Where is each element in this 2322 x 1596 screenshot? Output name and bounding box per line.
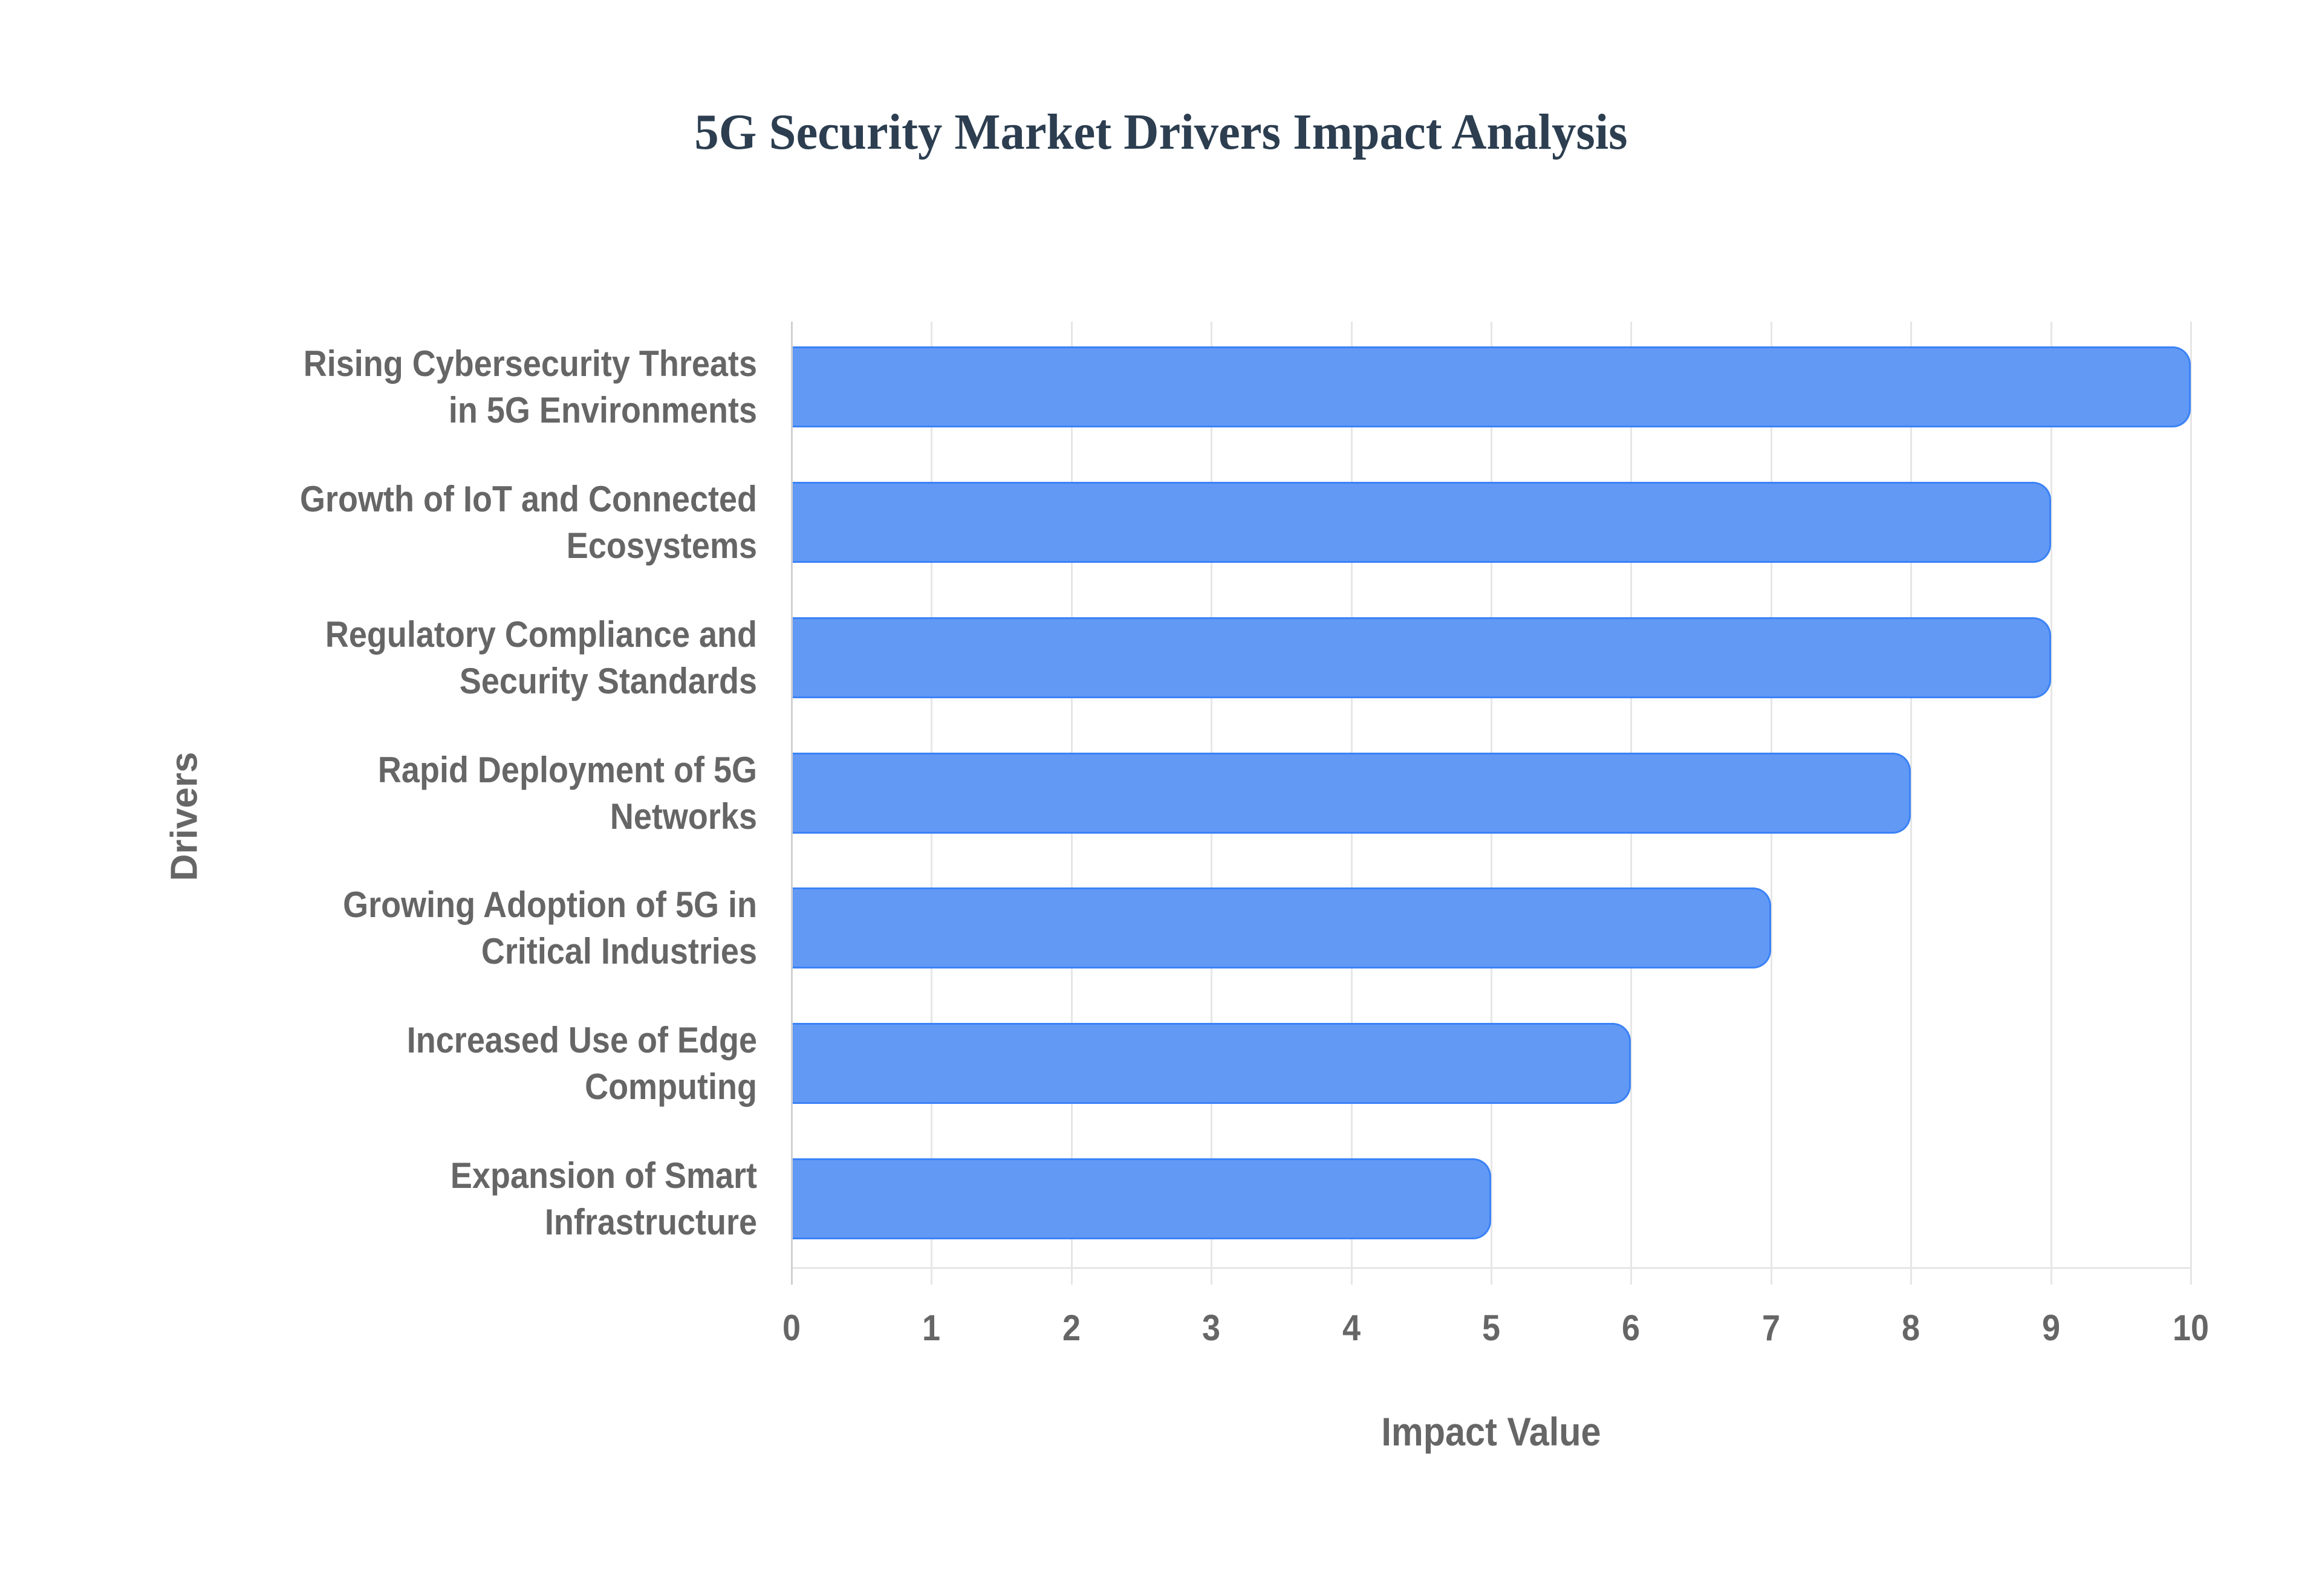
y-tick-label-line: Infrastructure <box>544 1202 757 1243</box>
y-tick-label: Increased Use of Edge Computing <box>158 1017 757 1110</box>
x-tick-label: 2 <box>1062 1308 1081 1348</box>
x-tick-label: 10 <box>2172 1308 2210 1348</box>
x-axis-title: Impact Value <box>1381 1409 1601 1454</box>
x-tick-label: 1 <box>922 1308 941 1348</box>
y-tick-label-line: Computing <box>585 1066 757 1108</box>
y-tick-label-line: Ecosystems <box>566 525 757 566</box>
gridline <box>2190 322 2192 1285</box>
x-tick-label: 0 <box>782 1308 801 1348</box>
y-tick-label-line: Networks <box>610 796 757 837</box>
y-tick-label: Rapid Deployment of 5G Networks <box>158 747 757 840</box>
x-tick-label: 7 <box>1761 1308 1780 1348</box>
y-tick-label: Growing Adoption of 5G in Critical Indust… <box>158 881 757 975</box>
y-tick-label: Expansion of Smart Infrastructure <box>158 1152 757 1245</box>
bar[interactable] <box>793 481 2051 563</box>
y-tick-label: Regulatory Compliance and Security Standa… <box>158 611 757 704</box>
gridline <box>791 322 793 1285</box>
x-tick-label: 3 <box>1202 1308 1221 1348</box>
y-tick-label-line: Increased Use of Edge <box>406 1020 757 1061</box>
bar[interactable] <box>793 887 1771 969</box>
y-tick-label-line: Critical Industries <box>481 931 757 972</box>
bar[interactable] <box>793 1023 1631 1105</box>
chart-title: 5G Security Market Drivers Impact Analys… <box>694 104 1628 160</box>
plot-area <box>791 322 2192 1285</box>
x-tick-label: 6 <box>1622 1308 1641 1348</box>
bar[interactable] <box>793 346 2191 427</box>
y-tick-label-line: Rising Cybersecurity Threats <box>303 343 757 384</box>
y-tick-label-line: Rapid Deployment of 5G <box>377 749 757 790</box>
x-tick-label: 9 <box>2041 1308 2060 1348</box>
y-tick-label-line: Regulatory Compliance and <box>325 614 757 655</box>
x-tick-label: 8 <box>1902 1308 1920 1348</box>
gridline <box>1910 322 1913 1285</box>
y-tick-label-line: in 5G Environments <box>448 389 757 430</box>
x-tick-label: 5 <box>1481 1308 1501 1348</box>
bar[interactable] <box>793 752 1911 834</box>
y-tick-label-line: Growing Adoption of 5G in <box>343 884 757 926</box>
x-tick-label: 4 <box>1342 1308 1361 1348</box>
y-tick-label-line: Expansion of Smart <box>450 1155 757 1196</box>
y-tick-label: Growth of IoT and Connected Ecosystems <box>158 476 757 569</box>
y-tick-label-line: Security Standards <box>459 660 757 701</box>
bar[interactable] <box>793 1158 1491 1240</box>
gridline <box>2050 322 2052 1285</box>
bar[interactable] <box>793 617 2051 698</box>
y-tick-label-line: Growth of IoT and Connected <box>300 478 757 519</box>
y-tick-label: Rising Cybersecurity Threats in 5G Enviro… <box>158 340 757 433</box>
